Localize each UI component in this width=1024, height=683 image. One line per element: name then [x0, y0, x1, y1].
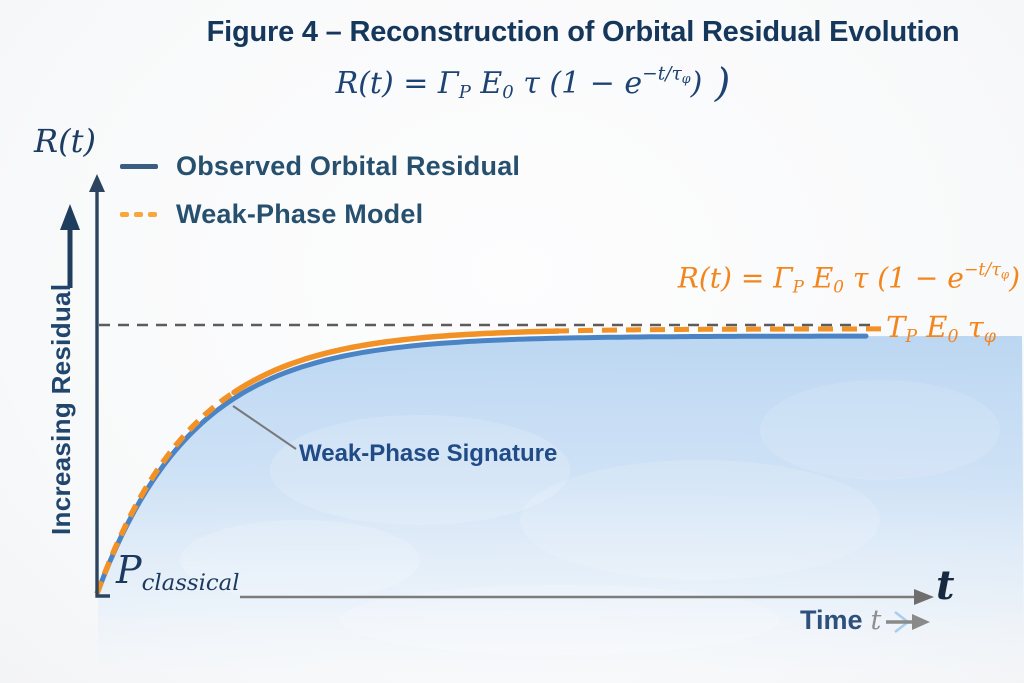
legend-label: Weak-Phase Model: [176, 198, 424, 229]
legend: Observed Orbital Residual Weak-Phase Mod…: [120, 142, 520, 238]
legend-swatch-dashed-line-icon: [120, 211, 162, 217]
x-axis: [240, 589, 934, 605]
x-axis-symbol: t: [936, 562, 955, 609]
y-axis-symbol: R(t): [34, 122, 96, 160]
model-curve-solid-mid: [231, 328, 561, 396]
y-axis-arrowhead-icon: [89, 174, 105, 192]
main-equation: R(t) = ΓP E0 τ (1 − e−t/τφ) ): [335, 60, 731, 106]
model-curve-dashed-low: [94, 389, 237, 595]
cloud-texture: [180, 380, 1000, 655]
origin-label: Pclassical: [116, 548, 240, 596]
model-equation-annotation: R(t) = ΓP E0 τ (1 − e−t/τφ): [677, 260, 1020, 297]
legend-swatch-solid-line-icon: [120, 163, 162, 169]
model-curve-dashed-high: [553, 326, 884, 334]
y-axis-label: Increasing Residual: [46, 283, 76, 535]
x-axis-arrowhead-icon: [914, 589, 934, 605]
asymptote-value-label: TP E0 τφ: [886, 310, 996, 348]
annotation-callout-line: [232, 405, 297, 450]
increasing-residual-arrow-icon: [60, 204, 80, 288]
legend-label: Observed Orbital Residual: [176, 150, 521, 181]
time-arrow-icon: [886, 611, 930, 633]
weak-phase-signature-annotation: Weak-Phase Signature: [299, 440, 558, 467]
legend-item-observed: Observed Orbital Residual: [120, 142, 520, 190]
x-axis-label-variable: t: [870, 605, 882, 636]
observed-residual-curve: [95, 333, 869, 594]
legend-item-model: Weak-Phase Model: [120, 190, 520, 238]
x-axis-label: Time t: [800, 605, 881, 636]
y-axis: [89, 174, 110, 598]
x-axis-label-word: Time: [800, 605, 863, 635]
figure-title: Figure 4 – Reconstruction of Orbital Res…: [206, 16, 960, 48]
